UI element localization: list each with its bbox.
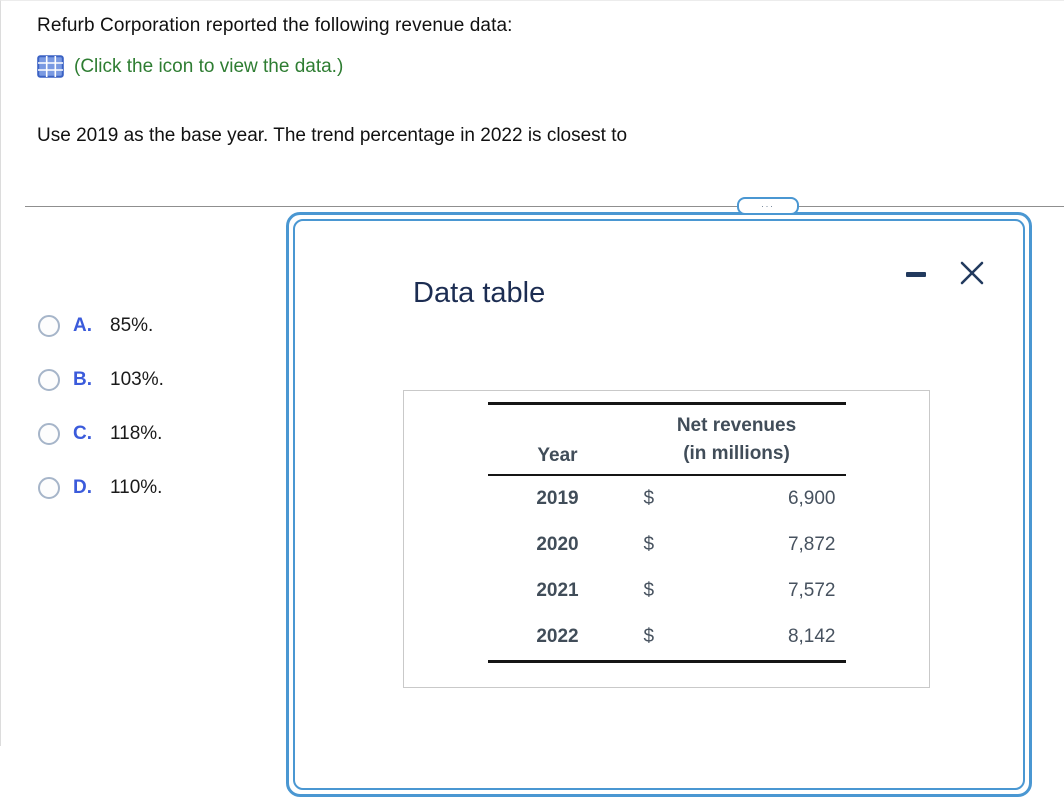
close-icon[interactable] bbox=[957, 259, 987, 289]
view-data-link[interactable]: (Click the icon to view the data.) bbox=[37, 55, 343, 78]
option-a[interactable]: A. 85%. bbox=[38, 311, 164, 341]
dialog-drag-handle[interactable]: ... bbox=[737, 197, 799, 215]
revenue-table: Year Net revenues (in millions) 2019 $ 6… bbox=[487, 402, 846, 664]
dialog-controls bbox=[905, 259, 987, 289]
option-c-text: 118%. bbox=[110, 423, 163, 444]
option-d-radio[interactable] bbox=[38, 477, 60, 499]
table-panel: Year Net revenues (in millions) 2019 $ 6… bbox=[403, 390, 930, 688]
option-c[interactable]: C. 118%. bbox=[38, 419, 164, 449]
table-row: 2022 $ 8,142 bbox=[536, 626, 836, 648]
data-table-dialog: Data table bbox=[286, 212, 1032, 797]
minimize-icon[interactable] bbox=[905, 259, 927, 289]
dialog-inner-frame: Data table bbox=[293, 219, 1025, 790]
revenue-column-header: Net revenues (in millions) bbox=[627, 403, 846, 477]
question-intro: Refurb Corporation reported the followin… bbox=[37, 15, 513, 36]
option-a-text: 85%. bbox=[110, 315, 154, 336]
answer-options: A. 85%. B. 103%. C. 118%. D. 110%. bbox=[38, 311, 164, 527]
option-c-radio[interactable] bbox=[38, 423, 60, 445]
drag-dots: ... bbox=[761, 199, 775, 209]
section-divider bbox=[25, 206, 1064, 207]
option-d-letter: D. bbox=[73, 477, 92, 498]
year-column-header: Year bbox=[487, 403, 628, 477]
option-a-radio[interactable] bbox=[38, 315, 60, 337]
table-row: 2019 $ 6,900 bbox=[536, 488, 836, 510]
option-b-letter: B. bbox=[73, 369, 92, 390]
option-d[interactable]: D. 110%. bbox=[38, 473, 164, 503]
option-c-letter: C. bbox=[73, 423, 92, 444]
option-b-text: 103%. bbox=[110, 369, 164, 390]
option-d-text: 110%. bbox=[110, 477, 163, 498]
view-data-hint[interactable]: (Click the icon to view the data.) bbox=[74, 55, 344, 77]
question-prompt: Use 2019 as the base year. The trend per… bbox=[37, 125, 628, 146]
option-a-letter: A. bbox=[73, 315, 92, 336]
table-row: 2020 $ 7,872 bbox=[536, 534, 836, 556]
option-b[interactable]: B. 103%. bbox=[38, 365, 164, 395]
table-row: 2021 $ 7,572 bbox=[536, 580, 836, 602]
dialog-title: Data table bbox=[413, 277, 546, 309]
data-table-icon[interactable] bbox=[37, 55, 64, 78]
option-b-radio[interactable] bbox=[38, 369, 60, 391]
